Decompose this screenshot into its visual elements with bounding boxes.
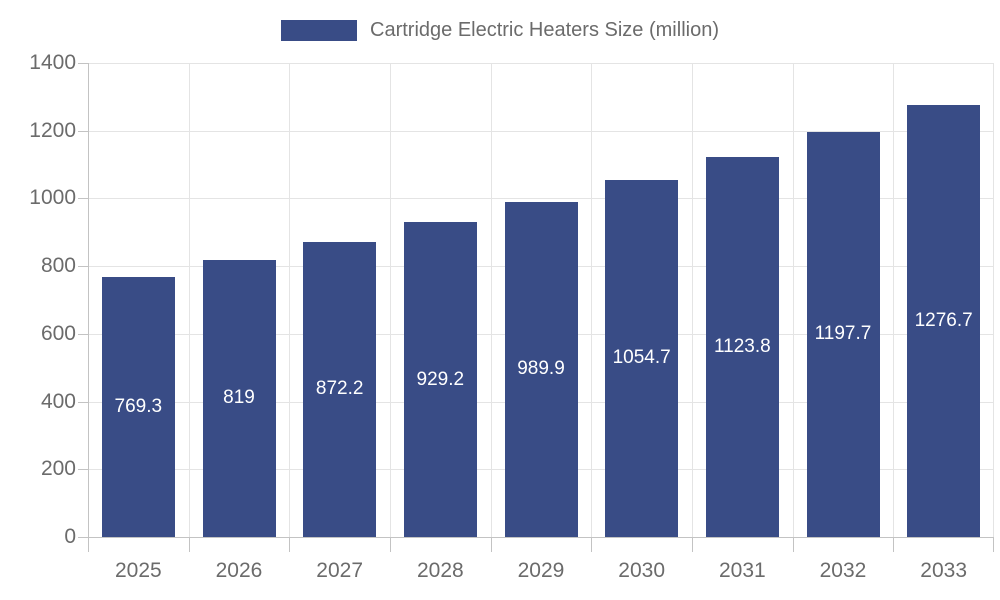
bar-value-label: 1054.7 bbox=[612, 347, 671, 369]
x-axis-tick-label: 2030 bbox=[618, 559, 666, 582]
x-axis-line bbox=[88, 537, 994, 538]
y-axis-tick bbox=[78, 469, 88, 471]
bar-value-label: 929.2 bbox=[416, 368, 465, 390]
gridline-vertical bbox=[692, 63, 693, 537]
x-axis-tick bbox=[893, 537, 894, 552]
x-axis-tick-label: 2029 bbox=[517, 559, 565, 582]
x-axis-tick bbox=[491, 537, 492, 552]
x-axis-tick bbox=[390, 537, 391, 552]
bar-value-label: 819 bbox=[223, 387, 255, 409]
gridline-horizontal bbox=[88, 130, 994, 132]
gridline-vertical bbox=[189, 63, 190, 537]
legend-label: Cartridge Electric Heaters Size (million… bbox=[370, 19, 719, 41]
gridline-horizontal bbox=[88, 198, 994, 200]
legend: Cartridge Electric Heaters Size (million… bbox=[0, 17, 1000, 43]
y-axis-tick bbox=[78, 63, 88, 64]
y-axis-tick-label: 1000 bbox=[29, 186, 76, 210]
legend-item[interactable]: Cartridge Electric Heaters Size (million… bbox=[281, 17, 719, 43]
x-axis-tick bbox=[88, 537, 89, 552]
bar[interactable]: 1276.7 bbox=[907, 104, 981, 537]
bar[interactable]: 1197.7 bbox=[806, 131, 880, 537]
legend-swatch-icon bbox=[281, 19, 357, 41]
bar[interactable]: 1054.7 bbox=[605, 179, 679, 537]
x-axis-tick-label: 2028 bbox=[416, 559, 464, 582]
x-axis-tick-label: 2033 bbox=[920, 559, 968, 582]
y-axis-tick-label: 1400 bbox=[29, 51, 76, 74]
y-axis-tick bbox=[78, 266, 88, 268]
y-axis-tick bbox=[78, 130, 88, 132]
gridline-vertical bbox=[491, 63, 492, 537]
bar-value-label: 769.3 bbox=[114, 395, 163, 417]
gridline-vertical bbox=[893, 63, 894, 537]
bar[interactable]: 769.3 bbox=[101, 276, 175, 537]
x-axis-tick-label: 2031 bbox=[718, 559, 766, 582]
x-axis-tick bbox=[591, 537, 592, 552]
y-axis-line bbox=[88, 63, 89, 537]
gridline-vertical bbox=[793, 63, 794, 537]
gridline-vertical bbox=[289, 63, 290, 537]
bar[interactable]: 929.2 bbox=[403, 222, 477, 537]
gridline-vertical bbox=[993, 63, 994, 537]
x-axis-tick bbox=[793, 537, 794, 552]
bar-value-label: 872.2 bbox=[315, 378, 364, 400]
gridline-vertical bbox=[390, 63, 391, 537]
plot-area: 769.3 819 872.2 929.2 989.9 1054.7 1123.8 1197.… bbox=[88, 63, 994, 538]
y-axis-tick-label: 600 bbox=[40, 321, 76, 345]
y-axis-tick-label: 800 bbox=[40, 254, 76, 278]
bar[interactable]: 1123.8 bbox=[705, 156, 779, 537]
y-axis-tick bbox=[78, 198, 88, 200]
y-axis-tick bbox=[78, 333, 88, 335]
x-axis-tick-label: 2026 bbox=[215, 559, 263, 582]
y-axis-tick-label: 400 bbox=[40, 389, 76, 413]
y-axis-tick-label: 1200 bbox=[29, 118, 76, 142]
bar[interactable]: 819 bbox=[202, 259, 276, 537]
bar-value-label: 1197.7 bbox=[814, 323, 872, 345]
x-axis-tick-label: 2032 bbox=[819, 559, 867, 582]
x-axis-tick-label: 2025 bbox=[114, 559, 162, 582]
gridline-horizontal bbox=[88, 63, 994, 64]
bar-value-label: 989.9 bbox=[517, 358, 565, 380]
bar[interactable]: 872.2 bbox=[303, 241, 377, 537]
x-axis-tick bbox=[189, 537, 190, 552]
y-axis-tick-label: 0 bbox=[64, 525, 76, 548]
bar[interactable]: 989.9 bbox=[504, 201, 578, 537]
y-axis-tick bbox=[78, 401, 88, 403]
bar-value-label: 1123.8 bbox=[713, 335, 771, 357]
y-axis-tick-label: 200 bbox=[40, 457, 76, 481]
x-axis-tick bbox=[289, 537, 290, 552]
x-axis-tick-label: 2027 bbox=[316, 559, 364, 582]
x-axis-tick bbox=[993, 537, 994, 552]
y-axis-tick bbox=[78, 537, 88, 538]
gridline-vertical bbox=[591, 63, 592, 537]
x-axis-tick bbox=[692, 537, 693, 552]
bar-value-label: 1276.7 bbox=[914, 309, 973, 331]
